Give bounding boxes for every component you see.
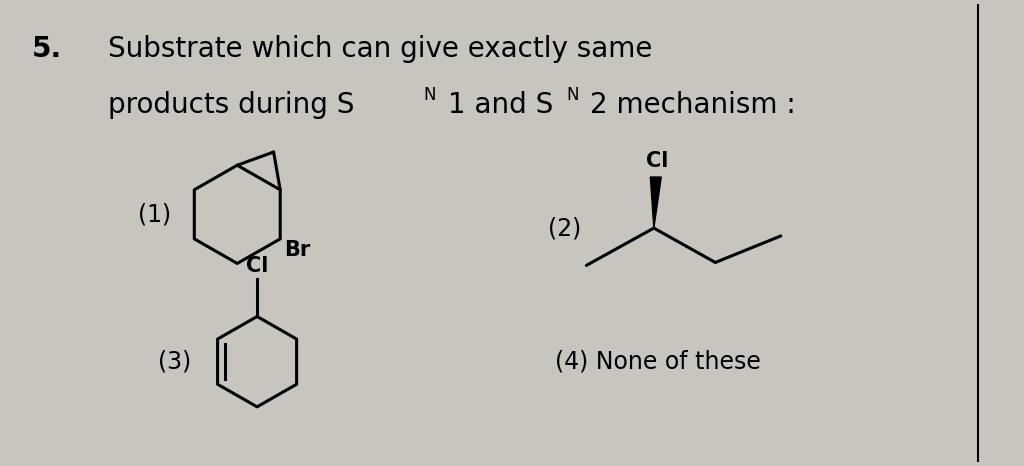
Text: (4) None of these: (4) None of these	[555, 350, 761, 374]
Text: 1 and S: 1 and S	[447, 90, 553, 118]
Text: 2 mechanism :: 2 mechanism :	[591, 90, 796, 118]
Text: (3): (3)	[158, 350, 191, 374]
Text: 5.: 5.	[32, 34, 62, 62]
Text: N: N	[424, 86, 436, 103]
Text: N: N	[566, 86, 579, 103]
Polygon shape	[650, 177, 662, 228]
Text: products during S: products during S	[109, 90, 354, 118]
Text: Cl: Cl	[246, 256, 268, 276]
Text: (1): (1)	[138, 202, 171, 226]
Text: Cl: Cl	[646, 151, 669, 171]
Text: (2): (2)	[548, 216, 581, 240]
Text: Br: Br	[285, 240, 310, 260]
Text: Substrate which can give exactly same: Substrate which can give exactly same	[109, 34, 652, 62]
